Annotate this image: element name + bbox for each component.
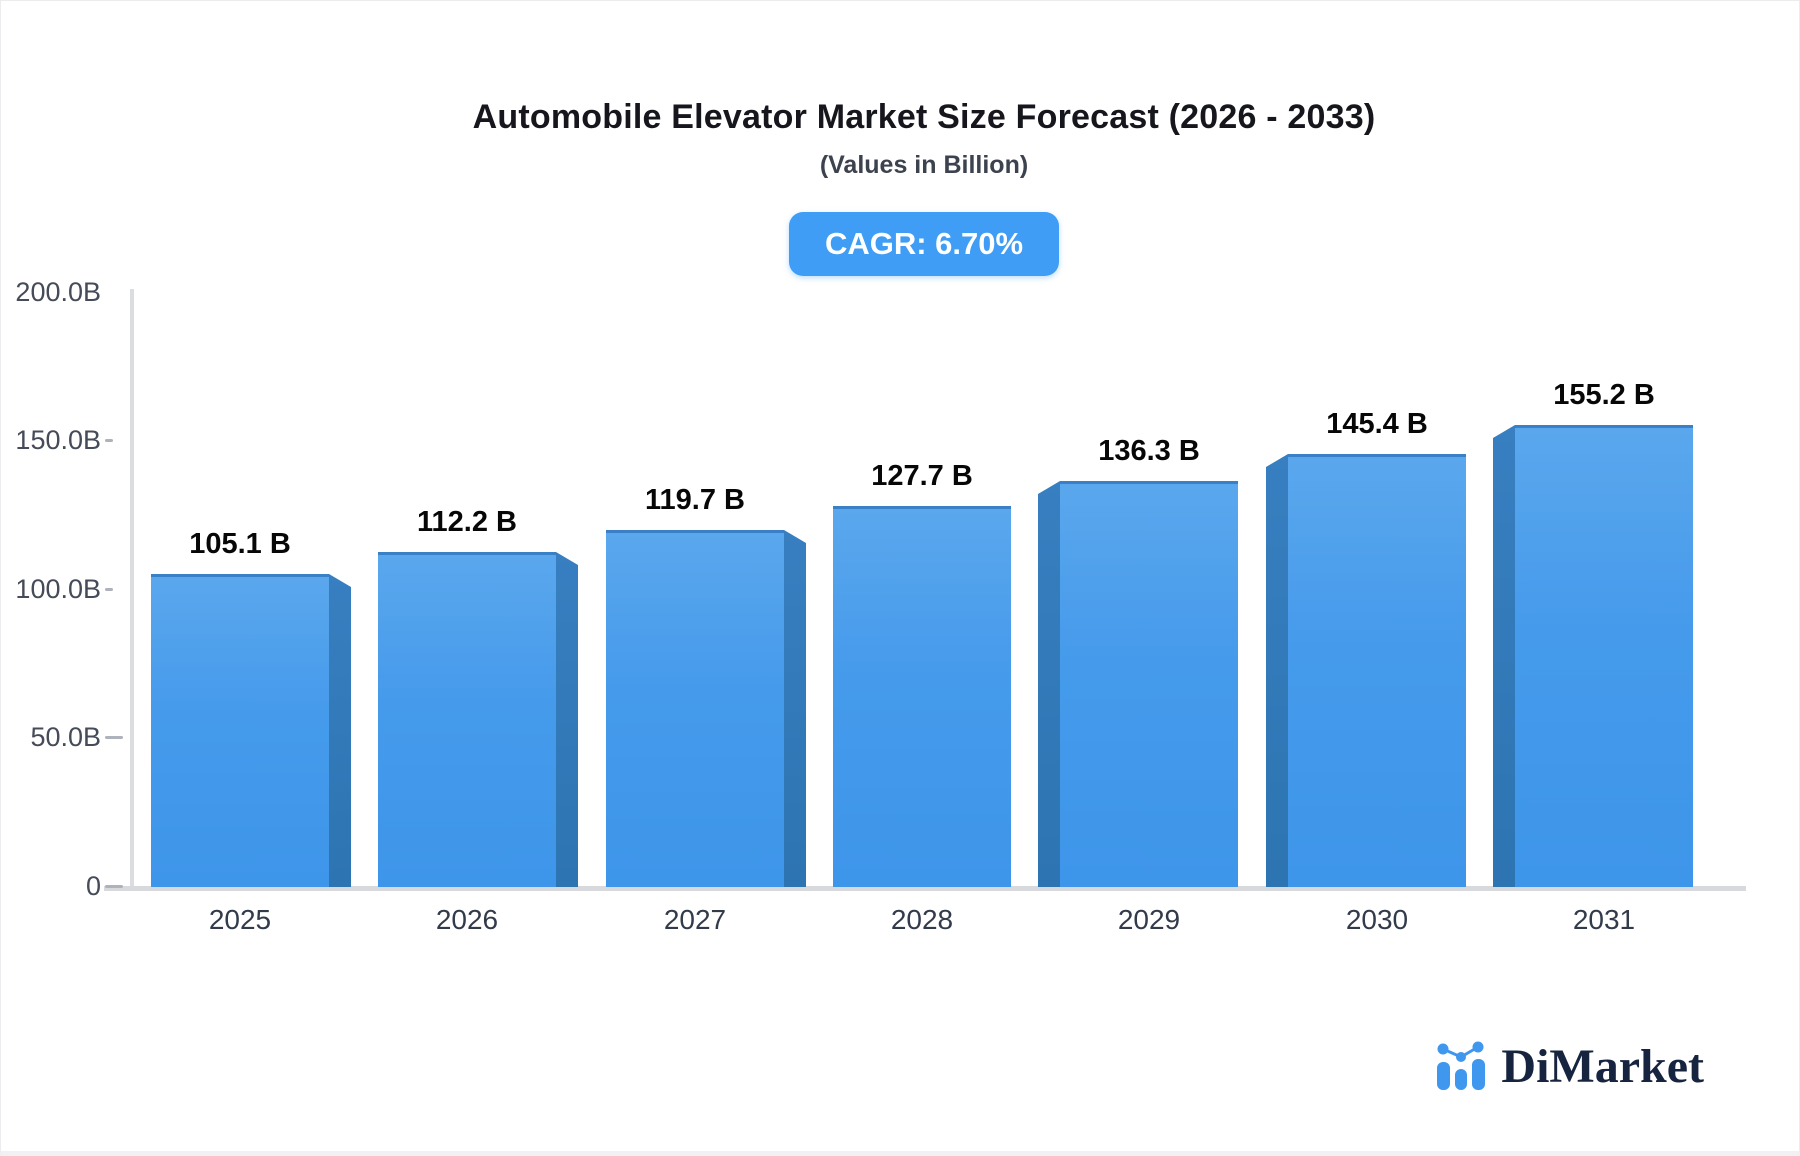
bar-side-panel (784, 530, 806, 887)
brand-name: DiMarket (1501, 1040, 1704, 1093)
bar-face (833, 506, 1011, 887)
y-axis-label: 100.0B (15, 574, 101, 604)
bar-side-panel (329, 574, 351, 887)
x-axis-label: 2031 (1572, 904, 1636, 935)
bar-value-label: 155.2 B (1553, 379, 1655, 411)
bar-side-panel (1038, 481, 1060, 887)
y-axis-label: 0 (85, 871, 101, 901)
y-axis-tick (105, 736, 123, 739)
y-axis-tick (105, 588, 113, 591)
bar-face (378, 552, 556, 887)
x-axis-label: 2028 (890, 904, 954, 935)
bar-face (151, 574, 329, 887)
x-axis-label: 2025 (208, 904, 272, 935)
chart-title: Automobile Elevator Market Size Forecast… (472, 98, 1376, 136)
bar-value-label: 112.2 B (417, 506, 517, 538)
x-axis-baseline (104, 886, 1746, 891)
chart-subtitle: (Values in Billion) (819, 151, 1029, 179)
bar-line-chart-icon (1433, 1041, 1489, 1098)
bar-value-label: 105.1 B (189, 528, 291, 560)
bar-side-panel (556, 552, 578, 887)
bar-value-label: 145.4 B (1326, 408, 1428, 440)
bar-value-label: 127.7 B (871, 460, 973, 492)
bar-side-panel (1493, 425, 1515, 887)
y-axis-line (130, 289, 134, 889)
bar-side-panel (1266, 454, 1288, 887)
x-axis-label: 2030 (1345, 904, 1409, 935)
x-axis-label: 2029 (1117, 904, 1181, 935)
cagr-badge: CAGR: 6.70% (788, 212, 1060, 276)
y-axis-label: 50.0B (30, 722, 101, 752)
bar-face (1288, 454, 1466, 887)
chart-header: Automobile Elevator Market Size Forecast… (51, 1, 1797, 276)
bar-value-label: 136.3 B (1098, 435, 1200, 467)
bar-face (606, 530, 784, 887)
y-axis-tick (105, 439, 113, 442)
x-axis-label: 2027 (663, 904, 727, 935)
bar-face (1060, 481, 1238, 887)
brand-logo: DiMarket (1433, 1041, 1704, 1098)
bar-face (1515, 425, 1693, 887)
y-axis-label: 200.0B (15, 277, 101, 307)
bar-value-label: 119.7 B (645, 484, 745, 516)
x-axis-label: 2026 (435, 904, 499, 935)
y-axis-label: 150.0B (15, 425, 101, 455)
y-axis-tick (105, 885, 123, 888)
